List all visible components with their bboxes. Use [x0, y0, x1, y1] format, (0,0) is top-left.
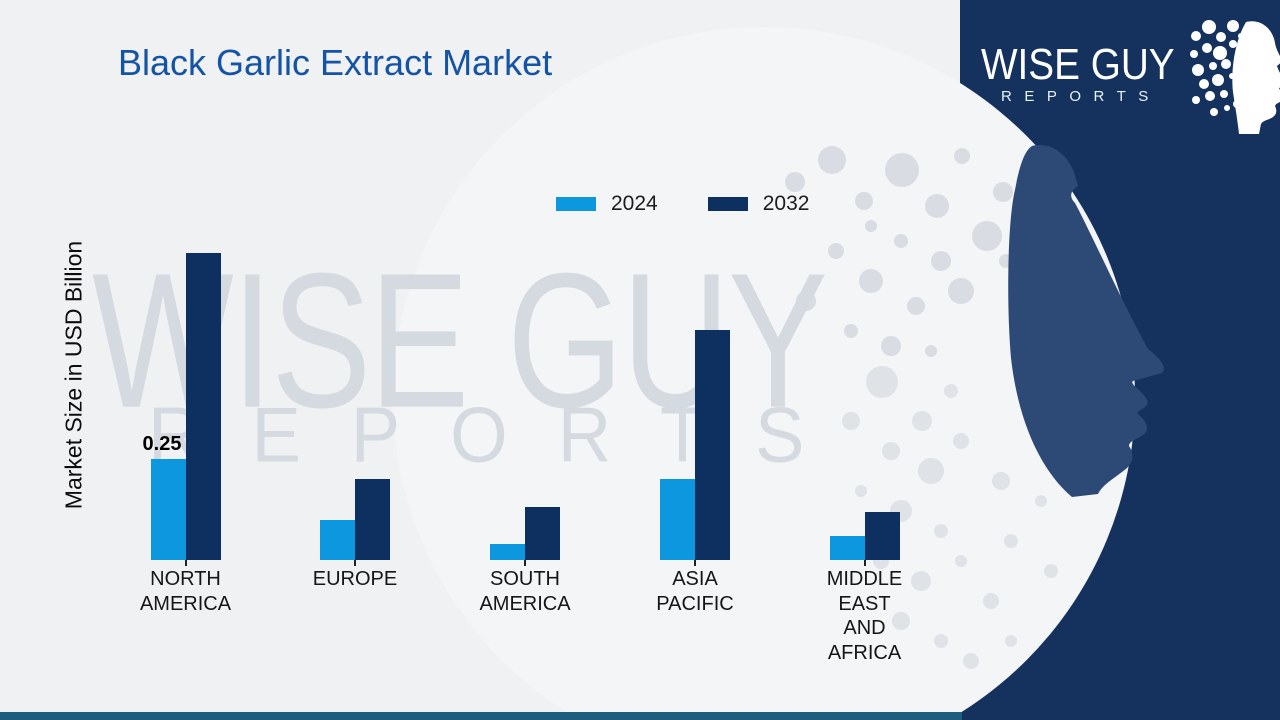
x-axis-tick: [354, 560, 356, 566]
bar-2032-europe: [355, 479, 390, 560]
wiseguy-reports-logo: WISE GUY REPORTS: [960, 0, 1280, 170]
bottom-strip: [0, 712, 962, 720]
category-label-north-america: NORTH AMERICA: [139, 568, 232, 615]
logo-wiseguy-text: WISE GUY: [981, 40, 1175, 89]
chart-legend: 2024 2032: [556, 192, 809, 216]
logo-reports-text: REPORTS: [1001, 88, 1161, 105]
face-profile-icon: [1008, 145, 1164, 498]
bar-2024-south-america: [490, 544, 525, 560]
logo-face-dots-icon: [1190, 20, 1280, 134]
category-label-south-america: SOUTH AMERICA: [479, 568, 571, 615]
x-axis-tick: [694, 560, 696, 566]
bar-2032-middle-east-and-africa: [864, 512, 900, 560]
bar-2032-north-america: [185, 253, 221, 560]
page-title: Black Garlic Extract Market: [118, 42, 553, 83]
y-axis-label: Market Size in USD Billion: [60, 240, 87, 510]
legend-swatch-2032: [707, 197, 748, 211]
category-label-asia-pacific: ASIA PACIFIC: [656, 568, 734, 615]
bar-2032-asia-pacific: [695, 330, 730, 560]
x-axis-tick: [863, 560, 866, 566]
bar-2024-middle-east-and-africa: [829, 536, 865, 560]
legend-label-2032: 2032: [762, 192, 810, 215]
legend-swatch-2024: [556, 197, 596, 211]
watermark-dots-lower: [842, 366, 1058, 669]
category-label-europe: EUROPE: [312, 568, 398, 590]
category-label-middle-east-and-africa: MIDDLE EAST AND AFRICA: [826, 568, 903, 664]
x-axis-tick: [524, 560, 526, 566]
bar-2024-asia-pacific: [660, 479, 695, 560]
legend-item-2024: 2024: [556, 192, 658, 216]
x-axis-tick: [184, 560, 187, 566]
legend-item-2032: 2032: [707, 192, 810, 216]
bar-value-label: 0.25: [142, 433, 182, 455]
legend-label-2024: 2024: [611, 192, 658, 215]
bar-2024-europe: [320, 520, 355, 560]
bar-2024-north-america: [150, 459, 186, 560]
bar-2032-south-america: [525, 507, 560, 560]
